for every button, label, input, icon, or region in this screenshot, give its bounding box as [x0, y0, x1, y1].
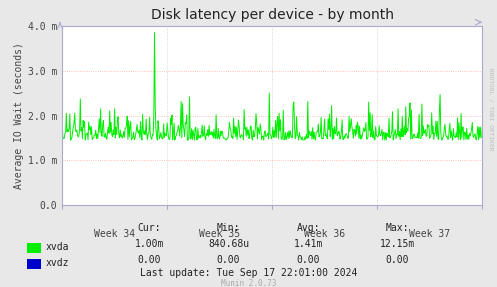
Text: 0.00: 0.00 — [217, 255, 241, 265]
Title: Disk latency per device - by month: Disk latency per device - by month — [151, 8, 394, 22]
Text: 0.00: 0.00 — [296, 255, 320, 265]
Y-axis label: Average IO Wait (seconds): Average IO Wait (seconds) — [14, 42, 24, 189]
Text: Max:: Max: — [386, 223, 410, 233]
Text: Avg:: Avg: — [296, 223, 320, 233]
Text: xvda: xvda — [46, 242, 69, 252]
Text: 0.00: 0.00 — [386, 255, 410, 265]
Text: 840.68u: 840.68u — [208, 239, 249, 249]
Text: Munin 2.0.73: Munin 2.0.73 — [221, 279, 276, 287]
Text: RRDTOOL / TOBI OETIKER: RRDTOOL / TOBI OETIKER — [489, 68, 494, 150]
Text: Week 36: Week 36 — [304, 228, 345, 238]
Text: 12.15m: 12.15m — [380, 239, 415, 249]
Text: 1.00m: 1.00m — [134, 239, 164, 249]
Text: 1.41m: 1.41m — [293, 239, 323, 249]
Text: Week 35: Week 35 — [199, 228, 240, 238]
Text: Cur:: Cur: — [137, 223, 161, 233]
Text: Week 34: Week 34 — [94, 228, 135, 238]
Text: xvdz: xvdz — [46, 258, 69, 267]
Text: Last update: Tue Sep 17 22:01:00 2024: Last update: Tue Sep 17 22:01:00 2024 — [140, 268, 357, 278]
Text: Min:: Min: — [217, 223, 241, 233]
Text: 0.00: 0.00 — [137, 255, 161, 265]
Text: Week 37: Week 37 — [409, 228, 450, 238]
